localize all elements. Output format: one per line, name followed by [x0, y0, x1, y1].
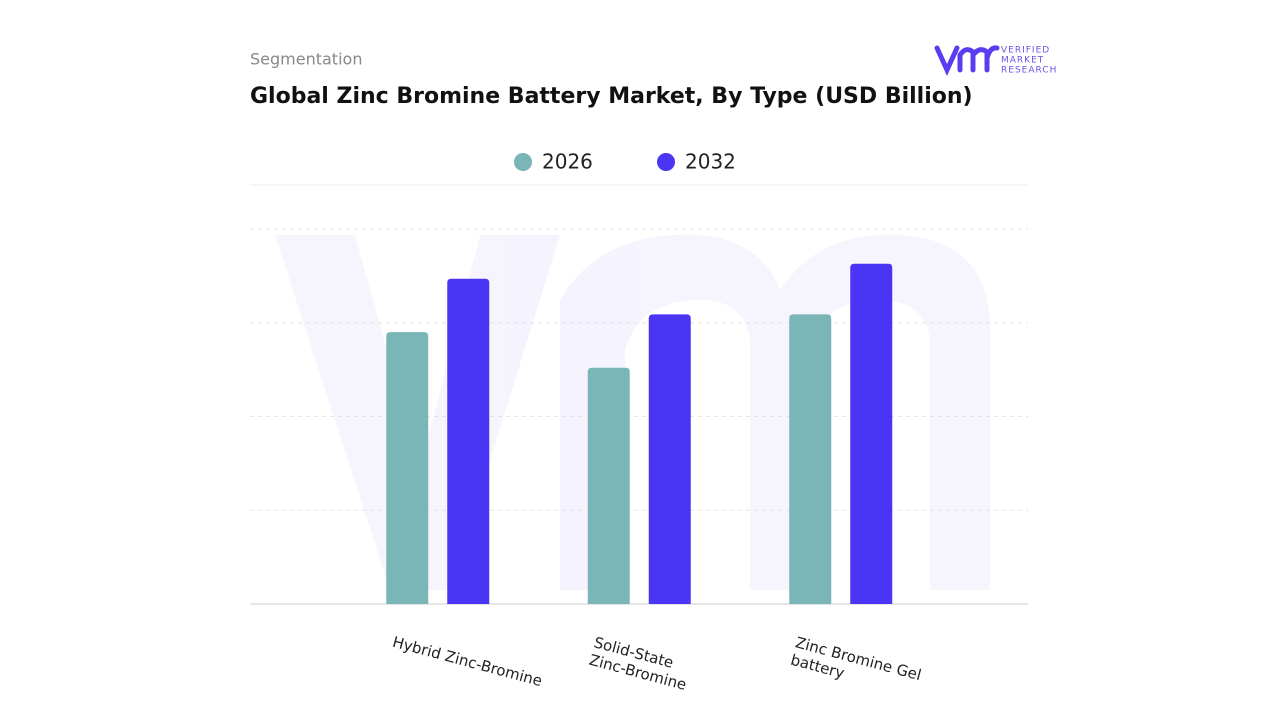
bar [648, 314, 691, 604]
bar [587, 367, 630, 604]
logo-text: RESEARCH [1001, 66, 1057, 76]
x-tick-label: Solid-StateZinc-Bromine [587, 633, 693, 694]
logo-mark [934, 45, 1000, 77]
chart-title: Global Zinc Bromine Battery Market, By T… [250, 84, 973, 109]
legend-swatch [657, 153, 675, 171]
logo-text: MARKET [1001, 56, 1044, 66]
chart-subtitle: Segmentation [250, 50, 362, 69]
logo: VERIFIED MARKET RESEARCH [934, 45, 1057, 77]
bar [386, 332, 429, 604]
legend-swatch [514, 153, 532, 171]
bar [850, 263, 893, 604]
x-tick-label: Hybrid Zinc-Bromine [391, 633, 545, 690]
legend-label: 2032 [685, 150, 736, 174]
logo-text: VERIFIED [1001, 46, 1050, 56]
bar [789, 314, 832, 604]
x-tick-label: Zinc Bromine Gelbattery [789, 633, 923, 701]
legend-label: 2026 [542, 150, 593, 174]
bar [447, 278, 490, 604]
